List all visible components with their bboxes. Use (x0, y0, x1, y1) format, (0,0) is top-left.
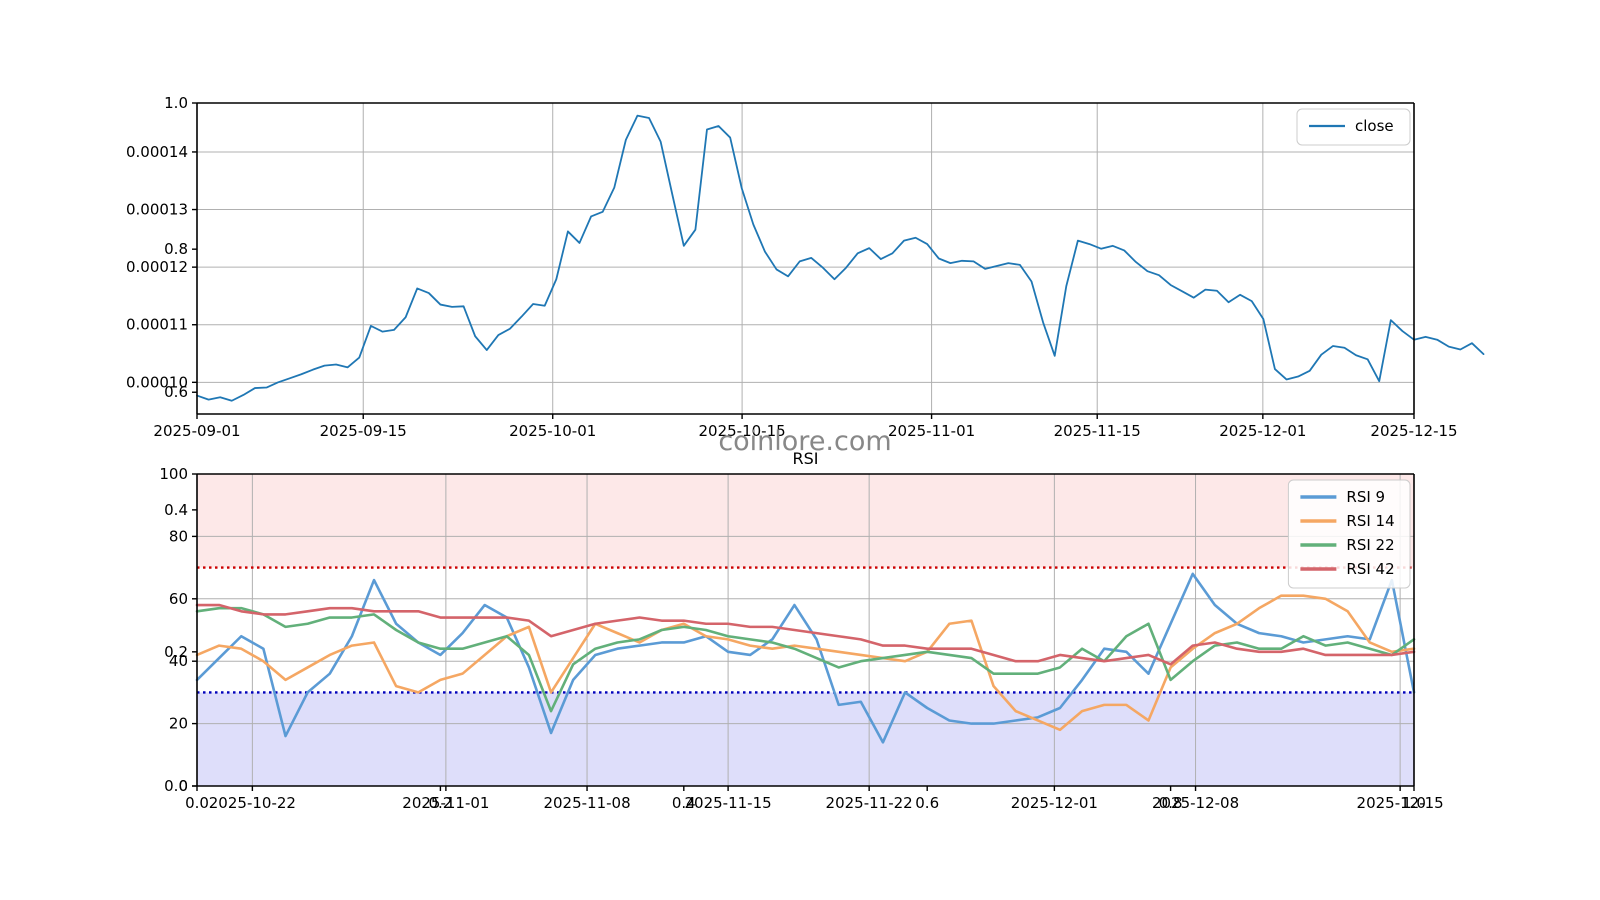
x-tick-label: 2025-12-15 (1357, 794, 1444, 812)
price-panel: 0.00010 0.00011 0.00012 0.00013 0.00014 0.6 0.… (126, 94, 1485, 440)
x-tick-label-secondary: 1.0 (1402, 794, 1426, 812)
legend-label: RSI 22 (1346, 536, 1394, 554)
y-tick-label-secondary: 0.4 (164, 501, 188, 519)
x-tick-label: 2025-11-15 (1054, 422, 1141, 440)
y-tick-label: 0.00011 (126, 316, 188, 334)
x-tick-label: 2025-12-01 (1011, 794, 1098, 812)
y-tick-label: 0.00013 (126, 201, 188, 219)
watermark-text: coinlore.com (718, 426, 891, 457)
x-tick-label: 2025-11-22 (826, 794, 913, 812)
x-tick-label: 2025-12-01 (1219, 422, 1306, 440)
y-tick-label: 40 (169, 652, 188, 670)
y-tick-label: 60 (169, 590, 188, 608)
x-tick-label: 2025-11-01 (402, 794, 489, 812)
legend-label: RSI 42 (1346, 560, 1394, 578)
y-tick-label-secondary: 0.8 (164, 240, 188, 258)
y-tick-label-secondary: 0.0 (164, 777, 188, 795)
watermark: coinlore.com (718, 426, 891, 457)
y-tick-label: 80 (169, 527, 188, 545)
price-panel-legend: close (1296, 108, 1411, 146)
y-tick-label: 20 (169, 715, 188, 733)
series-line-close (196, 114, 1485, 402)
series-line-rsi-42 (195, 603, 1416, 666)
x-tick-label: 2025-12-15 (1370, 422, 1457, 440)
y-tick-label: 100 (159, 465, 188, 483)
x-tick-label: 2025-10-22 (209, 794, 296, 812)
x-tick-label-secondary: 0.2 (428, 794, 452, 812)
x-tick-label: 2025-10-15 (699, 422, 786, 440)
y-tick-label-secondary: 1.0 (164, 94, 188, 112)
x-tick-label: 2025-10-01 (509, 422, 596, 440)
legend-label: RSI 9 (1346, 488, 1385, 506)
legend-box (1296, 108, 1411, 146)
x-tick-label-secondary: 0.6 (915, 794, 939, 812)
y-tick-label: 0 (178, 777, 188, 795)
y-tick-label-secondary: 0.6 (164, 383, 188, 401)
x-tick-label: 2025-11-01 (888, 422, 975, 440)
x-tick-label: 2025-11-15 (685, 794, 772, 812)
legend-box (1287, 479, 1411, 589)
legend-label: close (1355, 117, 1394, 135)
x-tick-label-secondary: 0.8 (1159, 794, 1183, 812)
y-tick-label-secondary: 0.2 (164, 643, 188, 661)
x-tick-label: 2025-12-08 (1152, 794, 1239, 812)
y-tick-label: 0.00014 (126, 143, 188, 161)
overbought-band (197, 474, 1414, 568)
x-tick-label-secondary: 0.4 (672, 794, 696, 812)
y-tick-label: 0.00010 (126, 373, 188, 391)
rsi-panel-legend: RSI 9 RSI 14 RSI 22 RSI 42 (1287, 479, 1411, 589)
x-tick-label: 2025-11-08 (543, 794, 630, 812)
panel-title: RSI (793, 449, 819, 468)
x-tick-label: 2025-09-15 (320, 422, 407, 440)
x-tick-label-secondary: 0.0 (185, 794, 209, 812)
y-tick-label: 0.00012 (126, 258, 188, 276)
series-line-rsi-22 (195, 606, 1416, 713)
rsi-panel: 0 20 40 60 80 100 0.0 0.2 0.4 2025-10-22 2025-11-0… (159, 449, 1443, 812)
legend-label: RSI 14 (1346, 512, 1394, 530)
price-panel-plot-background (197, 103, 1414, 414)
x-tick-label: 2025-09-01 (153, 422, 240, 440)
series-line-rsi-9 (195, 572, 1416, 744)
series-line-rsi-14 (195, 594, 1416, 732)
oversold-band (197, 692, 1414, 786)
